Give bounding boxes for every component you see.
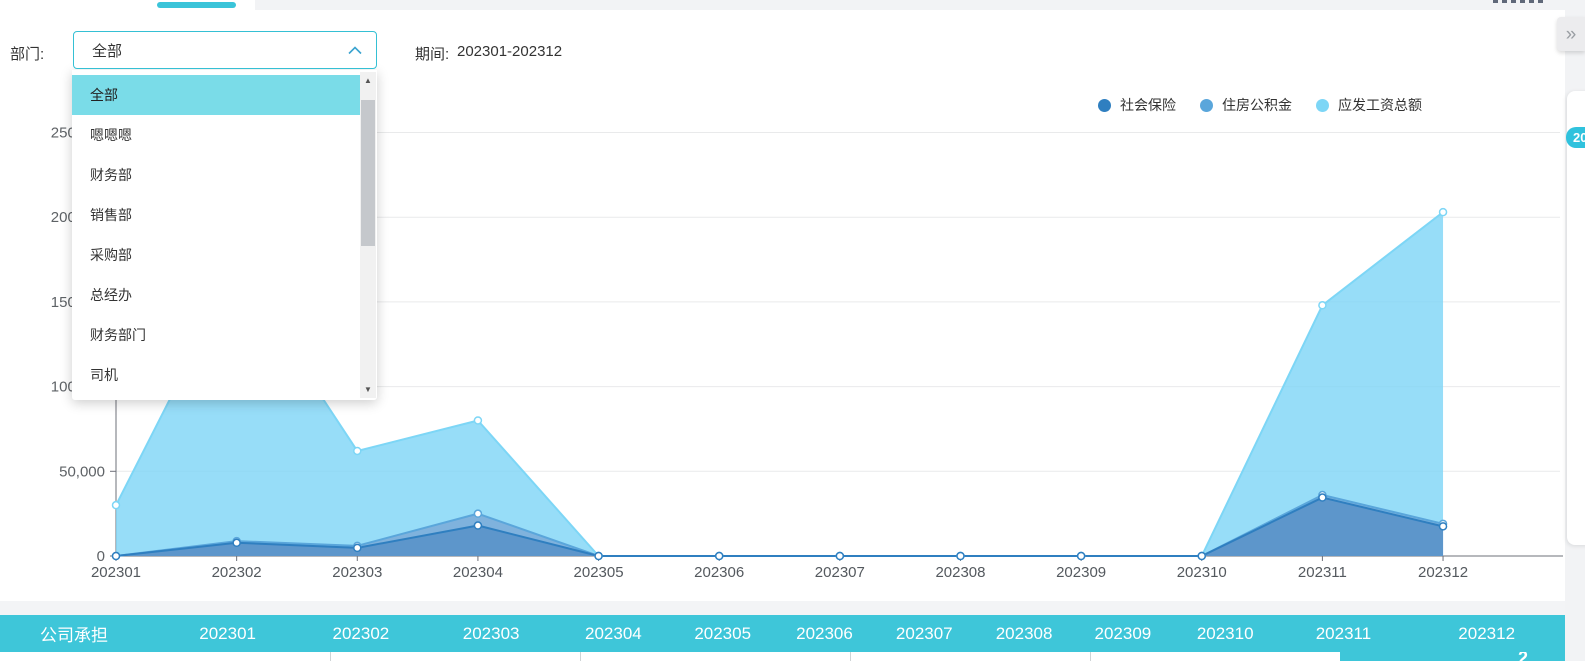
header-cell-month: 202305 (694, 623, 752, 643)
svg-text:202305: 202305 (574, 564, 624, 581)
dropdown-item[interactable]: 采购部 (72, 235, 360, 275)
scroll-down-arrow-icon[interactable]: ▼ (364, 385, 372, 394)
company-burden-table-header: 公司承担 202301 202302 202303 202304 202305 202306… (0, 615, 1565, 652)
legend-dot-housing-fund (1200, 98, 1213, 112)
header-cell-month: 202307 (895, 623, 953, 643)
cell-border (330, 652, 331, 661)
header-cell-month: 202304 (585, 623, 642, 643)
svg-text:202304: 202304 (453, 564, 503, 581)
period-value: 202301-202312 (457, 43, 563, 60)
table-partial-cell: 2 (1340, 652, 1565, 661)
expand-panel-button[interactable]: » (1557, 17, 1585, 51)
header-cell-month: 202301 (199, 623, 256, 643)
year-badge[interactable]: 20 (1566, 127, 1585, 148)
svg-text:202303: 202303 (332, 564, 382, 581)
header-cell-month: 202308 (995, 623, 1053, 643)
department-select-value: 全部 (92, 42, 123, 60)
cell-border (850, 652, 851, 661)
legend-dot-total-salary (1316, 98, 1329, 112)
header-cell-month: 202306 (796, 623, 853, 643)
scroll-up-arrow-icon[interactable]: ▲ (364, 76, 372, 85)
svg-text:0: 0 (97, 548, 105, 565)
header-cell-month: 202302 (332, 623, 390, 643)
dropdown-item[interactable]: 财务部门 (72, 315, 360, 355)
side-panel-card (1567, 91, 1585, 545)
dropdown-option-list: 全部 嗯嗯嗯 财务部 销售部 采购部 总经办 财务部门 司机 (72, 75, 360, 395)
legend-dot-social-insurance (1098, 98, 1111, 112)
svg-text:202311: 202311 (1298, 564, 1347, 581)
scrollbar-thumb[interactable] (361, 100, 375, 246)
dropdown-item[interactable]: 全部 (72, 75, 360, 115)
partial-cell-text: 2 (1518, 652, 1528, 661)
svg-text:202309: 202309 (1056, 564, 1106, 581)
svg-text:202302: 202302 (212, 564, 262, 581)
department-label: 部门: (10, 46, 45, 63)
svg-text:202301: 202301 (91, 564, 141, 581)
cropped-text-artifact (1493, 0, 1545, 3)
legend-item-housing-fund[interactable]: 住房公积金 (1200, 95, 1292, 115)
table-top-band (0, 601, 1565, 615)
svg-text:202308: 202308 (935, 564, 985, 581)
cell-border (580, 652, 581, 661)
header-cell-month: 202312 (1458, 623, 1516, 643)
dropdown-scrollbar[interactable]: ▲ ▼ (360, 72, 376, 398)
year-badge-text: 20 (1573, 130, 1585, 145)
header-cell-month: 202311 (1315, 623, 1372, 643)
table-partial-row (0, 652, 1340, 661)
legend-item-total-salary[interactable]: 应发工资总额 (1316, 95, 1422, 115)
header-cell-month: 202310 (1196, 623, 1254, 643)
legend-label: 社会保险 (1120, 97, 1176, 113)
header-cell-month: 202309 (1094, 623, 1152, 643)
cell-border (1090, 652, 1091, 661)
double-chevron-right-icon: » (1565, 23, 1577, 45)
chevron-up-icon (348, 45, 362, 54)
period-label: 期间: (415, 46, 450, 63)
dropdown-item[interactable]: 总经办 (72, 275, 360, 315)
department-dropdown: 全部 嗯嗯嗯 财务部 销售部 采购部 总经办 财务部门 司机 ▲ ▼ (72, 70, 377, 400)
department-select[interactable]: 全部 (73, 31, 377, 69)
legend-label: 应发工资总额 (1338, 97, 1422, 113)
svg-text:202307: 202307 (815, 564, 865, 581)
svg-text:202310: 202310 (1177, 564, 1227, 581)
chart-legend: 社会保险 住房公积金 应发工资总额 (1098, 95, 1422, 115)
dropdown-item[interactable]: 嗯嗯嗯 (72, 115, 360, 155)
svg-text:50,000: 50,000 (59, 463, 105, 480)
header-cell-company-burden: 公司承担 (40, 626, 108, 645)
inactive-tab-strip[interactable] (255, 0, 1585, 10)
dropdown-item[interactable]: 司机 (72, 355, 360, 395)
svg-text:202306: 202306 (694, 564, 744, 581)
svg-text:202312: 202312 (1418, 564, 1468, 581)
legend-label: 住房公积金 (1222, 97, 1292, 113)
active-tab-indicator (157, 2, 236, 8)
legend-item-social-insurance[interactable]: 社会保险 (1098, 95, 1176, 115)
header-cell-month: 202303 (462, 623, 520, 643)
dropdown-item[interactable]: 财务部 (72, 155, 360, 195)
dropdown-item[interactable]: 销售部 (72, 195, 360, 235)
